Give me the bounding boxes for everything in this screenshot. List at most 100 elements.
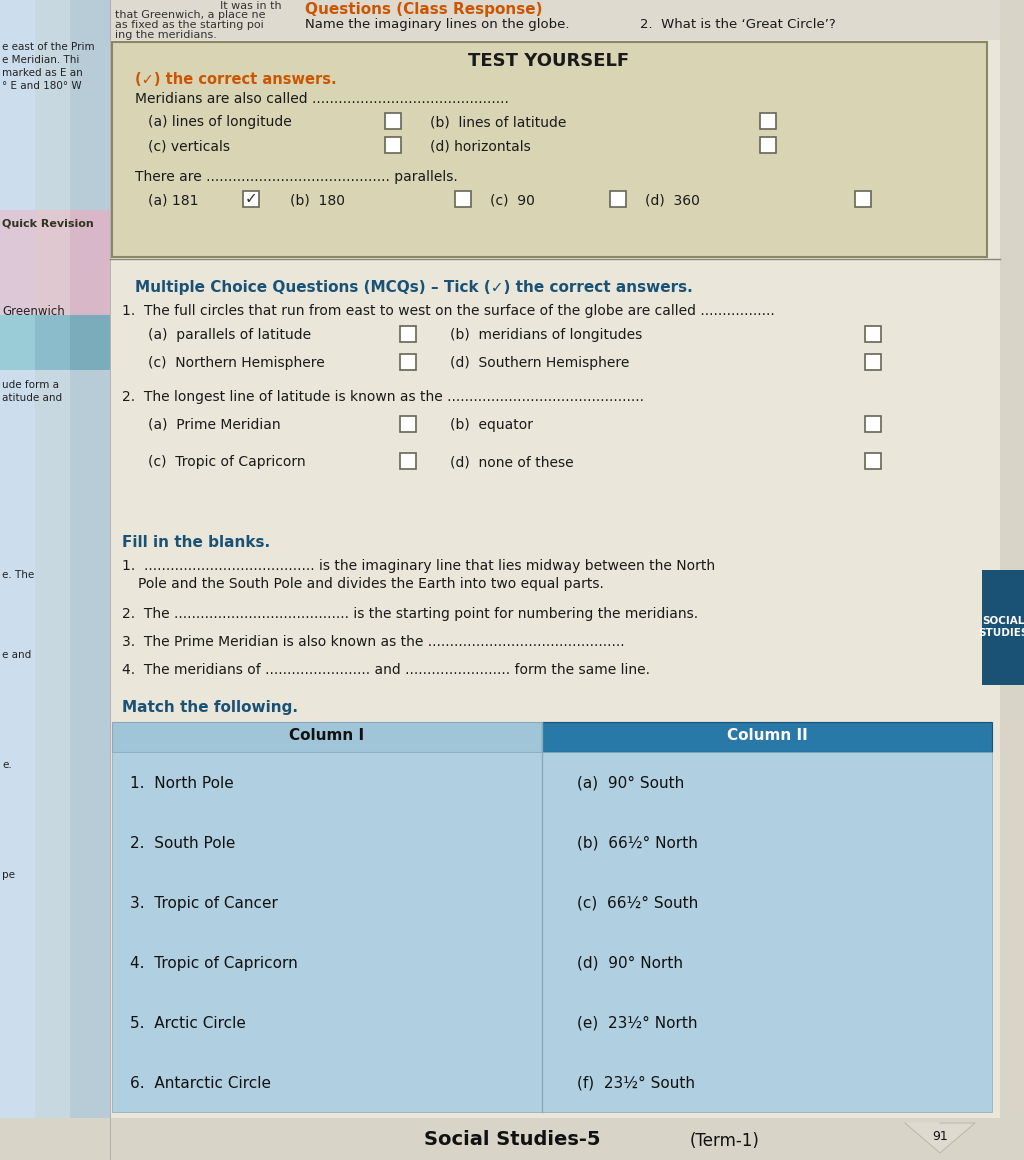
Text: SOCIAL
STUDIES: SOCIAL STUDIES [978, 616, 1024, 638]
Bar [0, 210, 110, 316]
Text: (a)  parallels of latitude: (a) parallels of latitude [148, 328, 311, 342]
Text: (e)  23½° North: (e) 23½° North [577, 1016, 697, 1031]
Text: (d)  none of these: (d) none of these [450, 455, 573, 469]
Text: 1.  The full circles that run from east to west on the surface of the globe are : 1. The full circles that run from east t… [122, 304, 775, 318]
Bar [610, 191, 626, 206]
Bar [112, 722, 542, 752]
Text: Column II: Column II [727, 728, 807, 744]
Bar [865, 454, 881, 469]
Text: 3.  Tropic of Cancer: 3. Tropic of Cancer [130, 896, 278, 911]
Bar [855, 191, 871, 206]
Text: (c)  90: (c) 90 [490, 194, 535, 208]
Text: Column I: Column I [290, 728, 365, 744]
Text: Fill in the blanks.: Fill in the blanks. [122, 535, 270, 550]
Bar [385, 137, 401, 153]
Bar [865, 354, 881, 370]
Polygon shape [905, 1123, 975, 1153]
Text: Pole and the South Pole and divides the Earth into two equal parts.: Pole and the South Pole and divides the … [138, 577, 604, 590]
Text: (c)  Tropic of Capricorn: (c) Tropic of Capricorn [148, 455, 305, 469]
Text: e. The: e. The [2, 570, 34, 580]
Bar [400, 454, 416, 469]
Text: (a) lines of longitude: (a) lines of longitude [148, 115, 292, 129]
Text: It was in th: It was in th [220, 1, 282, 10]
Text: (d)  Southern Hemisphere: (d) Southern Hemisphere [450, 356, 630, 370]
Text: (Term-1): (Term-1) [690, 1132, 760, 1150]
Text: 2.  The ........................................ is the starting point for numbe: 2. The .................................… [122, 607, 698, 621]
Bar [400, 326, 416, 342]
Text: (b)  lines of latitude: (b) lines of latitude [430, 115, 566, 129]
Bar [400, 354, 416, 370]
Text: as fixed as the starting poi: as fixed as the starting poi [115, 20, 264, 30]
Text: (b)  180: (b) 180 [290, 194, 345, 208]
Text: (d)  90° North: (d) 90° North [577, 956, 683, 971]
Text: Match the following.: Match the following. [122, 699, 298, 715]
Text: 2.  The longest line of latitude is known as the ...............................: 2. The longest line of latitude is known… [122, 390, 644, 404]
Text: 4.  Tropic of Capricorn: 4. Tropic of Capricorn [130, 956, 298, 971]
Text: atitude and: atitude and [2, 393, 62, 403]
Text: (c) verticals: (c) verticals [148, 139, 230, 153]
Text: ✓: ✓ [245, 191, 257, 206]
Text: 5.  Arctic Circle: 5. Arctic Circle [130, 1016, 246, 1031]
Text: TEST YOURSELF: TEST YOURSELF [468, 52, 630, 70]
Text: (d) horizontals: (d) horizontals [430, 139, 530, 153]
Text: ude form a: ude form a [2, 380, 59, 390]
Bar [542, 722, 992, 752]
Text: (c)  Northern Hemisphere: (c) Northern Hemisphere [148, 356, 325, 370]
Text: (d)  360: (d) 360 [645, 194, 699, 208]
Text: Quick Revision: Quick Revision [2, 218, 94, 229]
Text: ing the meridians.: ing the meridians. [115, 30, 217, 39]
Text: (a)  90° South: (a) 90° South [577, 776, 684, 791]
Text: (c)  66½° South: (c) 66½° South [577, 896, 698, 911]
Text: 6.  Antarctic Circle: 6. Antarctic Circle [130, 1076, 271, 1092]
Text: Name the imaginary lines on the globe.: Name the imaginary lines on the globe. [305, 19, 569, 31]
Bar [0, 316, 70, 370]
Bar [0, 0, 70, 1160]
Text: 2.  South Pole: 2. South Pole [130, 836, 236, 851]
Text: 91: 91 [932, 1130, 948, 1143]
Bar [0, 1118, 1024, 1160]
Bar [112, 42, 987, 258]
Bar [760, 113, 776, 129]
Bar [400, 416, 416, 432]
Text: e east of the Prim: e east of the Prim [2, 42, 94, 52]
Bar [865, 326, 881, 342]
Text: (b)  66½° North: (b) 66½° North [577, 836, 698, 851]
Bar [0, 0, 110, 1160]
Text: marked as E an: marked as E an [2, 68, 83, 78]
Bar [0, 210, 70, 316]
Text: Meridians are also called .............................................: Meridians are also called ..............… [135, 92, 509, 106]
Text: (a) 181: (a) 181 [148, 194, 199, 208]
Text: e Meridian. Thi: e Meridian. Thi [2, 55, 80, 65]
Bar [0, 316, 110, 370]
Text: (f)  23½° South: (f) 23½° South [577, 1076, 695, 1092]
Bar [110, 0, 1000, 39]
Text: 1.  ....................................... is the imaginary line that lies midw: 1. .....................................… [122, 559, 715, 573]
Bar [865, 416, 881, 432]
Text: 2.  What is the ‘Great Circle’?: 2. What is the ‘Great Circle’? [640, 19, 836, 31]
Bar [760, 137, 776, 153]
Text: e.: e. [2, 760, 11, 770]
Text: There are .......................................... parallels.: There are ..............................… [135, 171, 458, 184]
Bar [982, 570, 1024, 686]
Bar [243, 191, 259, 206]
Bar [385, 113, 401, 129]
Text: (✓) the correct answers.: (✓) the correct answers. [135, 72, 337, 87]
Text: (b)  equator: (b) equator [450, 418, 534, 432]
Text: Social Studies-5: Social Studies-5 [424, 1130, 600, 1150]
Text: ° E and 180° W: ° E and 180° W [2, 81, 82, 90]
Bar [0, 210, 35, 316]
Text: e and: e and [2, 650, 32, 660]
Text: that Greenwich, a place ne: that Greenwich, a place ne [115, 10, 265, 20]
Bar [0, 0, 35, 1160]
Text: Multiple Choice Questions (MCQs) – Tick (✓) the correct answers.: Multiple Choice Questions (MCQs) – Tick … [135, 280, 693, 295]
Bar [455, 191, 471, 206]
Bar [0, 316, 35, 370]
Bar [112, 752, 542, 1112]
Text: 1.  North Pole: 1. North Pole [130, 776, 233, 791]
Text: pe: pe [2, 870, 15, 880]
Text: Questions (Class Response): Questions (Class Response) [305, 2, 543, 17]
Bar [110, 0, 1000, 1160]
Bar [542, 752, 992, 1112]
Text: 3.  The Prime Meridian is also known as the ....................................: 3. The Prime Meridian is also known as t… [122, 635, 625, 648]
Text: (a)  Prime Meridian: (a) Prime Meridian [148, 418, 281, 432]
